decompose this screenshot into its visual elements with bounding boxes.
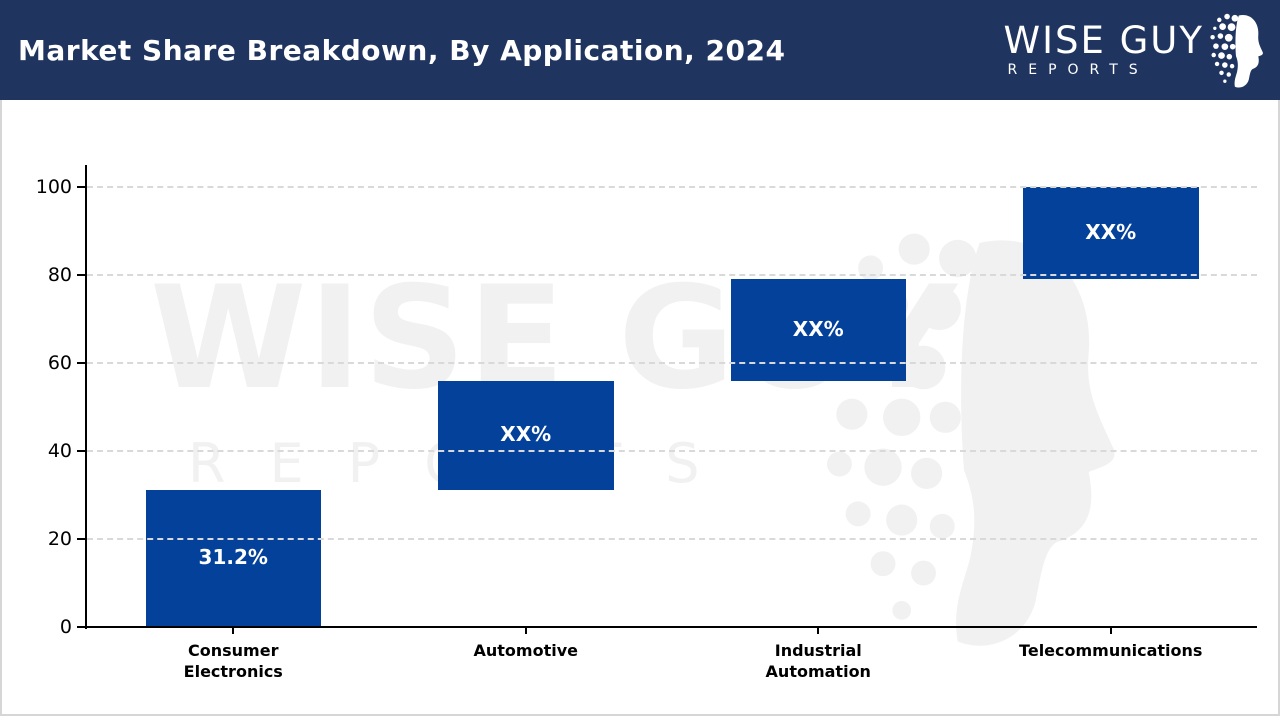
category-label-line: Automotive <box>473 641 579 660</box>
bar-value-label: XX% <box>500 422 552 447</box>
category-label: Industrial Automation <box>688 640 948 682</box>
header-bar: Market Share Breakdown, By Application, … <box>0 0 1280 100</box>
logo-wordmark: WISE GUY <box>1003 18 1204 62</box>
dotted-head-icon <box>1208 11 1264 89</box>
bar-value-label: XX% <box>792 316 844 341</box>
bar-segment <box>145 489 321 627</box>
y-tick-label: 20 <box>47 528 72 550</box>
wise-guy-reports-logo: WISE GUY REPORTS <box>1004 11 1264 89</box>
y-tick-label: 100 <box>35 176 72 198</box>
plot-region: 0 20 40 60 80 100 31.2% Consumer Electronics XX% A… <box>2 100 1280 716</box>
gridline <box>87 274 1257 276</box>
chart-area: WISE GUY REPORTS 02040608010031.2%Consum… <box>0 100 1280 716</box>
category-label-line: Consumer <box>188 641 279 660</box>
page-title: Market Share Breakdown, By Application, … <box>18 33 786 67</box>
logo-subtitle: REPORTS <box>1007 62 1149 79</box>
x-axis-spine <box>85 626 1257 628</box>
category-label-line: Telecommunications <box>1019 641 1203 660</box>
y-tickmark <box>77 450 85 452</box>
category-label: Consumer Electronics <box>103 640 363 682</box>
bar-segment <box>1023 187 1199 279</box>
y-tickmark <box>77 362 85 364</box>
x-tickmark <box>817 627 820 634</box>
category-label-line: Automation <box>765 662 871 681</box>
y-tickmark <box>77 626 85 628</box>
category-label: Automotive <box>396 640 656 661</box>
x-tickmark <box>524 627 527 634</box>
bar-value-label: XX% <box>1085 219 1137 244</box>
gridline <box>87 186 1257 188</box>
x-tickmark <box>1109 627 1112 634</box>
y-tickmark <box>77 538 85 540</box>
y-tickmark <box>77 274 85 276</box>
y-tick-label: 0 <box>59 616 72 638</box>
category-label-line: Electronics <box>183 662 283 681</box>
category-label-line: Industrial <box>774 641 862 660</box>
y-tickmark <box>77 186 85 188</box>
y-tick-label: 40 <box>47 440 72 462</box>
bar-segment <box>438 380 614 490</box>
y-tick-label: 80 <box>47 264 72 286</box>
gridline <box>87 538 1257 540</box>
category-label: Telecommunications <box>981 640 1241 661</box>
x-tickmark <box>232 627 235 634</box>
gridline <box>87 450 1257 452</box>
y-tick-label: 60 <box>47 352 72 374</box>
bar-value-label: 31.2% <box>198 545 268 570</box>
gridline <box>87 362 1257 364</box>
y-axis-spine <box>85 165 87 629</box>
